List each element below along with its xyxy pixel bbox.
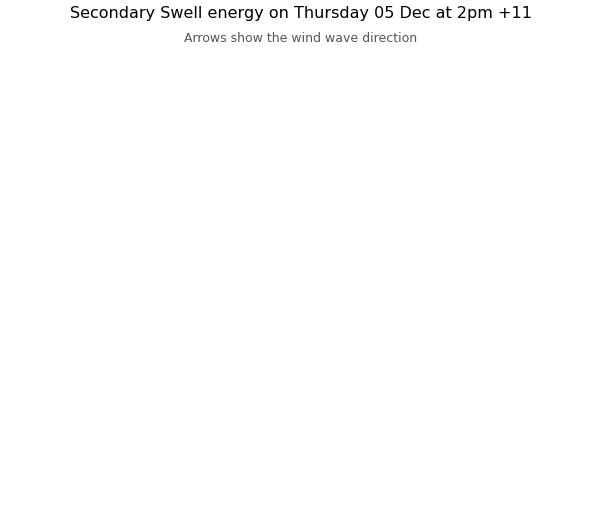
Text: Arrows show the wind wave direction: Arrows show the wind wave direction xyxy=(184,31,417,45)
Text: Map unavailable: No module named 'cartopy': Map unavailable: No module named 'cartop… xyxy=(174,277,427,286)
Text: Secondary Swell energy on Thursday 05 Dec at 2pm +11: Secondary Swell energy on Thursday 05 De… xyxy=(70,6,531,21)
